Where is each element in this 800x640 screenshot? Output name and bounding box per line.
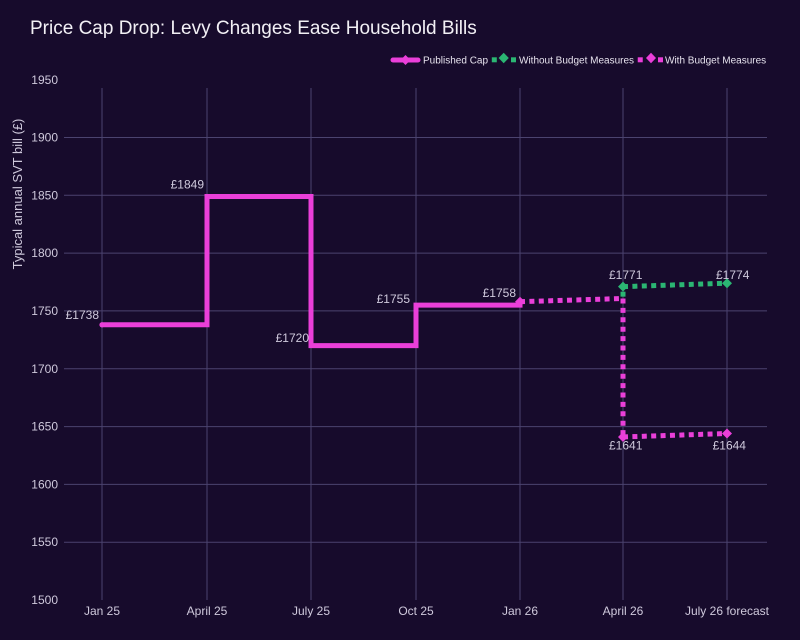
svg-text:£1758: £1758 <box>483 286 517 300</box>
svg-text:With Budget Measures: With Budget Measures <box>665 56 766 67</box>
svg-text:1950: 1950 <box>31 73 58 87</box>
svg-text:July 25: July 25 <box>292 604 330 618</box>
svg-text:1800: 1800 <box>31 246 58 260</box>
svg-text:April 25: April 25 <box>187 604 228 618</box>
svg-text:£1644: £1644 <box>713 439 747 453</box>
svg-text:Oct 25: Oct 25 <box>398 604 434 618</box>
svg-text:Published Cap: Published Cap <box>423 56 488 67</box>
svg-text:1700: 1700 <box>31 362 58 376</box>
svg-text:£1738: £1738 <box>66 308 100 322</box>
svg-text:1750: 1750 <box>31 304 58 318</box>
svg-text:£1774: £1774 <box>716 268 750 282</box>
svg-text:1600: 1600 <box>31 477 58 491</box>
svg-text:£1771: £1771 <box>609 268 643 282</box>
svg-text:Without Budget Measures: Without Budget Measures <box>519 56 634 67</box>
svg-text:1850: 1850 <box>31 188 58 202</box>
svg-text:Jan 26: Jan 26 <box>502 604 538 618</box>
svg-text:April 26: April 26 <box>603 604 644 618</box>
svg-text:1550: 1550 <box>31 535 58 549</box>
svg-text:£1641: £1641 <box>609 439 643 453</box>
svg-text:£1755: £1755 <box>377 292 411 306</box>
svg-text:Jan 25: Jan 25 <box>84 604 120 618</box>
svg-text:1500: 1500 <box>31 593 58 607</box>
svg-text:1650: 1650 <box>31 420 58 434</box>
svg-text:£1849: £1849 <box>171 178 205 192</box>
svg-text:1900: 1900 <box>31 131 58 145</box>
svg-text:£1720: £1720 <box>276 331 310 345</box>
svg-text:July 26 forecast: July 26 forecast <box>685 604 770 618</box>
